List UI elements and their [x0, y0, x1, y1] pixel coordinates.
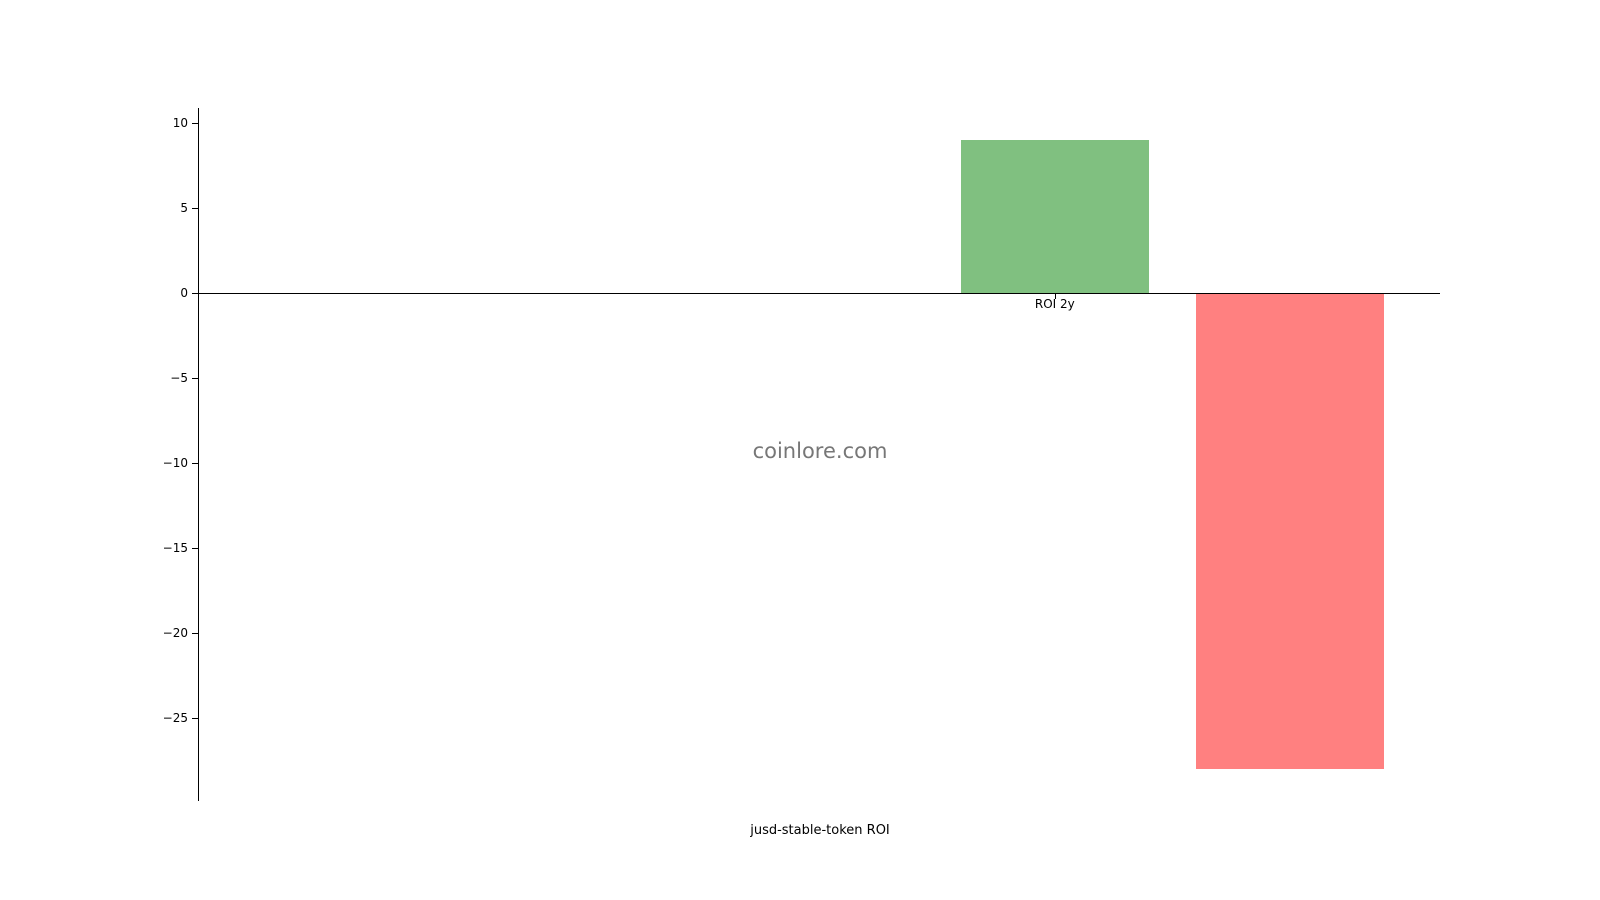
y-tick-mark	[192, 463, 198, 464]
x-tick-mark	[1054, 292, 1056, 299]
x-tick-label: ROI 2y	[1034, 296, 1075, 311]
x-axis-title: jusd-stable-token ROI	[750, 823, 890, 838]
y-tick-label: −20	[162, 626, 188, 641]
y-tick-label: −15	[162, 541, 188, 556]
y-tick-label: 5	[180, 200, 188, 215]
y-tick-mark	[192, 377, 198, 379]
y-tick-mark	[192, 207, 198, 209]
y-tick-label: 10	[172, 115, 188, 130]
y-tick-mark	[192, 292, 198, 294]
y-tick-mark	[192, 718, 198, 720]
watermark: coinlore.com	[752, 439, 888, 463]
y-tick-label: 0	[180, 285, 188, 300]
x-axis-zero-line	[198, 292, 1440, 294]
y-tick-label: −25	[162, 711, 188, 726]
y-tick-label: −5	[170, 370, 188, 385]
y-tick-label: −10	[162, 456, 188, 470]
bar-1	[1195, 292, 1384, 770]
y-axis-spine	[198, 108, 199, 801]
y-tick-mark	[192, 548, 198, 550]
bar-roi-2y	[960, 139, 1149, 293]
y-tick-mark	[192, 122, 198, 124]
y-tick-mark	[192, 633, 198, 635]
